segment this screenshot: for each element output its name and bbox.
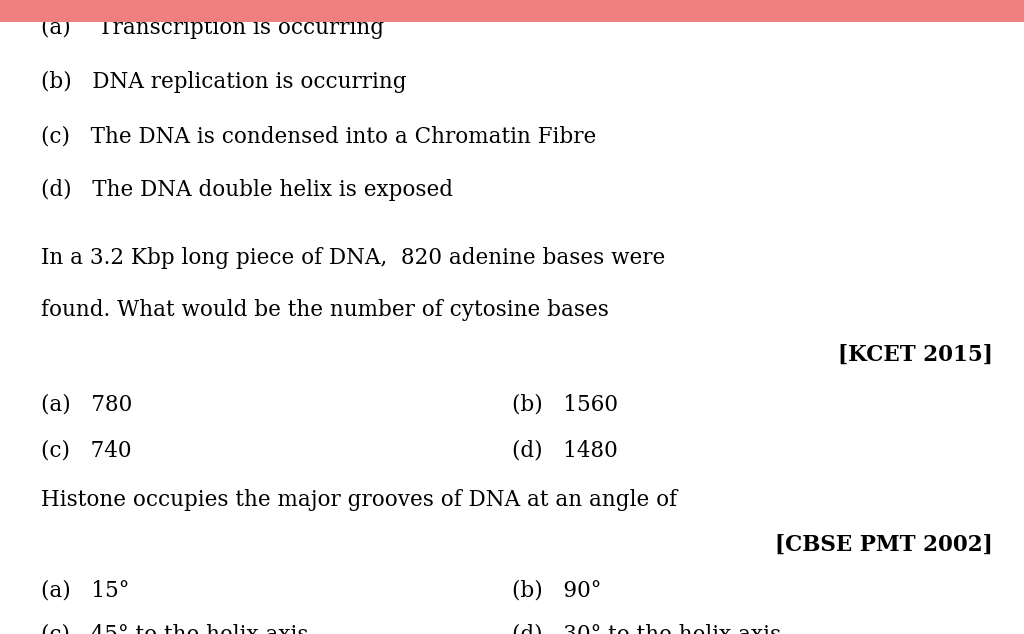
Text: (a)   15°: (a) 15°	[41, 579, 129, 601]
Text: found. What would be the number of cytosine bases: found. What would be the number of cytos…	[41, 299, 609, 321]
Text: Histone occupies the major grooves of DNA at an angle of: Histone occupies the major grooves of DN…	[41, 489, 677, 511]
Text: (b)   90°: (b) 90°	[512, 579, 601, 601]
Text: (d)   The DNA double helix is exposed: (d) The DNA double helix is exposed	[41, 179, 453, 201]
Text: (b)   DNA replication is occurring: (b) DNA replication is occurring	[41, 71, 407, 93]
Text: (b)   1560: (b) 1560	[512, 394, 618, 416]
Bar	[0, 0, 1024, 22]
Text: [CBSE PMT 2002]: [CBSE PMT 2002]	[775, 534, 993, 556]
Text: [KCET 2015]: [KCET 2015]	[839, 344, 993, 366]
Text: In a 3.2 Kbp long piece of DNA,  820 adenine bases were: In a 3.2 Kbp long piece of DNA, 820 aden…	[41, 247, 666, 269]
Text: (d)   1480: (d) 1480	[512, 439, 617, 461]
Text: (c)   The DNA is condensed into a Chromatin Fibre: (c) The DNA is condensed into a Chromati…	[41, 125, 596, 147]
Text: (c)   740: (c) 740	[41, 439, 131, 461]
Text: (a)    Transcription is occurring: (a) Transcription is occurring	[41, 17, 384, 39]
Text: (c)   45° to the helix axis: (c) 45° to the helix axis	[41, 623, 308, 634]
Text: (a)   780: (a) 780	[41, 394, 132, 416]
Text: (d)   30° to the helix axis: (d) 30° to the helix axis	[512, 623, 781, 634]
